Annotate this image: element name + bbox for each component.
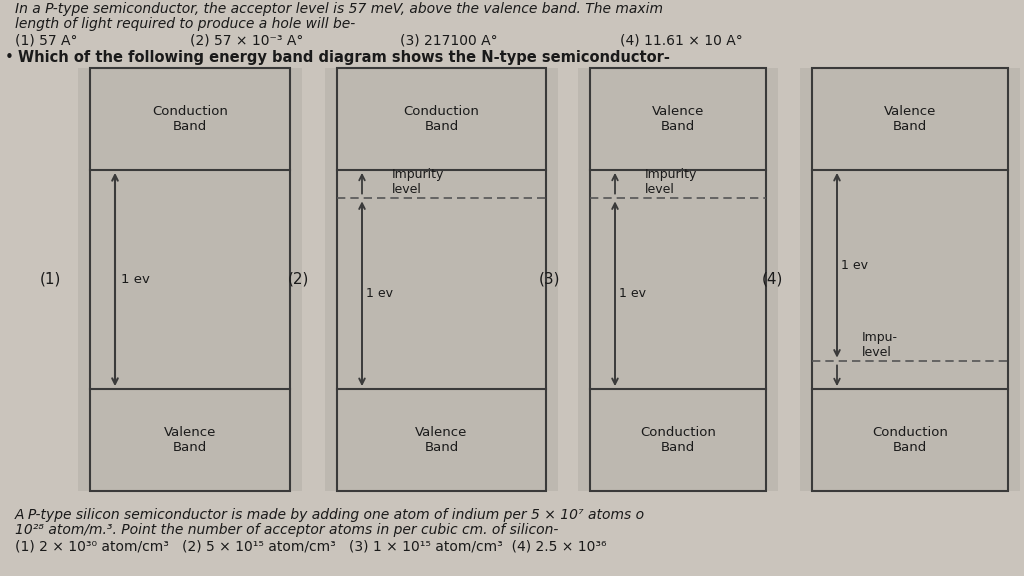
Bar: [90, 389, 290, 491]
Text: (2) 57 × 10⁻³ A°: (2) 57 × 10⁻³ A°: [190, 33, 303, 47]
Bar: [78, 68, 302, 491]
Text: Valence
Band: Valence Band: [164, 426, 216, 454]
Text: (2): (2): [288, 272, 308, 287]
Text: length of light required to produce a hole will be-: length of light required to produce a ho…: [15, 17, 355, 31]
Text: Conduction
Band: Conduction Band: [403, 105, 479, 133]
Bar: [337, 68, 546, 170]
Text: Conduction
Band: Conduction Band: [152, 105, 228, 133]
Text: A P-type silicon semiconductor is made by adding one atom of indium per 5 × 10⁷ : A P-type silicon semiconductor is made b…: [15, 508, 645, 522]
Text: Conduction
Band: Conduction Band: [872, 426, 948, 454]
Bar: [590, 68, 766, 170]
Text: Impurity
level: Impurity level: [645, 168, 697, 196]
Text: Impurity
level: Impurity level: [392, 168, 444, 196]
Text: (1) 2 × 10³⁰ atom/cm³   (2) 5 × 10¹⁵ atom/cm³   (3) 1 × 10¹⁵ atom/cm³  (4) 2.5 ×: (1) 2 × 10³⁰ atom/cm³ (2) 5 × 10¹⁵ atom/…: [15, 539, 606, 553]
Text: (1) 57 A°: (1) 57 A°: [15, 33, 78, 47]
Text: Valence
Band: Valence Band: [652, 105, 705, 133]
Text: Valence
Band: Valence Band: [416, 426, 468, 454]
Text: Which of the following energy band diagram shows the N-type semiconductor-: Which of the following energy band diagr…: [18, 50, 670, 65]
Bar: [812, 389, 1008, 491]
Text: Valence
Band: Valence Band: [884, 105, 936, 133]
Text: 1 ev: 1 ev: [366, 287, 393, 300]
Text: 1 ev: 1 ev: [841, 259, 868, 272]
Text: Conduction
Band: Conduction Band: [640, 426, 716, 454]
Text: (1): (1): [39, 272, 60, 287]
Bar: [90, 68, 290, 170]
Text: •: •: [5, 50, 14, 65]
Text: Impu-
level: Impu- level: [862, 331, 898, 358]
Text: (4) 11.61 × 10 A°: (4) 11.61 × 10 A°: [620, 33, 742, 47]
Text: In a P-type semiconductor, the acceptor level is 57 meV, above the valence band.: In a P-type semiconductor, the acceptor …: [15, 2, 663, 16]
Text: (3) 217100 A°: (3) 217100 A°: [400, 33, 498, 47]
Bar: [812, 68, 1008, 170]
Text: 10²⁸ atom/m.³. Point the number of acceptor atoms in per cubic cm. of silicon-: 10²⁸ atom/m.³. Point the number of accep…: [15, 523, 558, 537]
Bar: [800, 68, 1020, 491]
Text: 1 ev: 1 ev: [121, 273, 150, 286]
Text: 1 ev: 1 ev: [618, 287, 646, 300]
Text: (4): (4): [761, 272, 782, 287]
Bar: [337, 389, 546, 491]
Bar: [578, 68, 778, 491]
Text: (3): (3): [540, 272, 561, 287]
Bar: [325, 68, 558, 491]
Bar: [590, 389, 766, 491]
